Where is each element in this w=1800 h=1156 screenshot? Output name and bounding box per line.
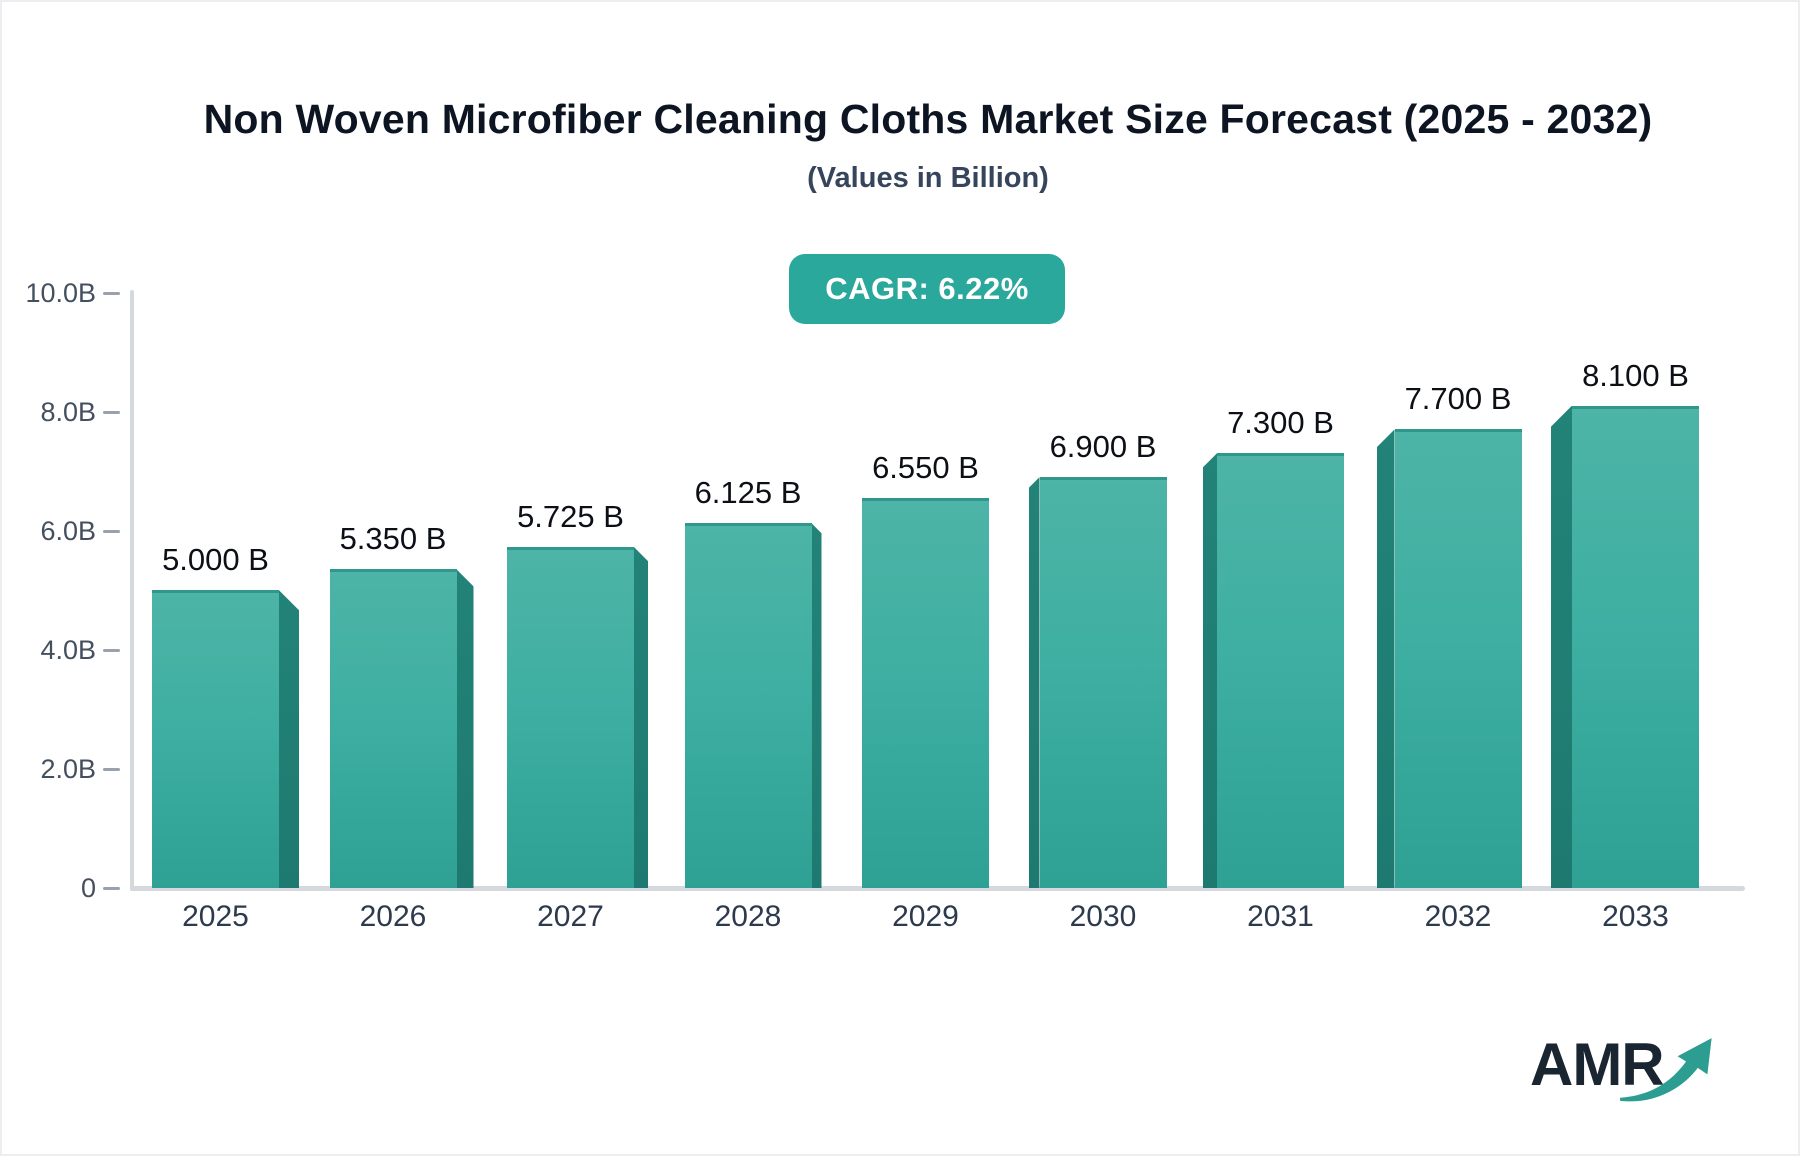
y-tick-dash xyxy=(103,887,120,890)
x-axis-label: 2025 xyxy=(182,900,249,933)
x-axis-label: 2030 xyxy=(1069,900,1137,933)
bar-value-label: 7.300 B xyxy=(1227,405,1334,441)
y-tick-label: 4.0B xyxy=(40,634,96,665)
bar xyxy=(1572,405,1699,888)
y-tick-dash xyxy=(103,529,120,533)
bar-side-face xyxy=(634,547,648,888)
bar-value-label: 6.125 B xyxy=(694,475,802,511)
bar-value-label: 6.900 B xyxy=(1049,429,1157,465)
bar-side-face xyxy=(279,590,299,888)
y-tick-dash xyxy=(103,648,120,652)
trend-up-arrow-icon xyxy=(1620,1038,1712,1102)
chart-title: Non Woven Microfiber Cleaning Cloths Mar… xyxy=(203,96,1653,142)
x-axis-label: 2032 xyxy=(1424,900,1492,933)
x-axis-label: 2029 xyxy=(892,900,959,933)
bar-value-label: 5.350 B xyxy=(339,521,447,557)
y-tick-label: 8.0B xyxy=(40,396,96,427)
x-axis-label: 2028 xyxy=(714,900,782,933)
y-tick-dash xyxy=(103,291,120,295)
amr-logo-text: AMR xyxy=(1530,1031,1665,1098)
amr-logo: AMR xyxy=(1530,1030,1730,1120)
bar xyxy=(329,569,457,888)
bar xyxy=(1394,429,1522,888)
x-axis-line xyxy=(130,886,1745,891)
y-axis-line xyxy=(130,290,134,891)
cagr-badge-label: CAGR: 6.22% xyxy=(825,271,1029,306)
bar xyxy=(507,547,634,888)
x-axis-label: 2026 xyxy=(359,900,427,933)
bar-side-face xyxy=(1376,429,1395,888)
y-tick-label: 2.0B xyxy=(40,753,96,784)
x-axis-label: 2033 xyxy=(1602,900,1669,933)
bar-side-face xyxy=(456,569,474,888)
bar-side-face xyxy=(811,523,822,888)
y-tick-dash xyxy=(103,767,120,771)
y-tick-label: 6.0B xyxy=(40,515,96,546)
bar xyxy=(1039,477,1167,888)
bar xyxy=(1217,453,1344,888)
y-tick-label: 0 xyxy=(80,873,96,903)
bar-side-face xyxy=(1203,453,1217,888)
bar xyxy=(684,523,812,888)
x-axis-label: 2031 xyxy=(1247,900,1314,933)
bar-value-label: 6.550 B xyxy=(872,449,979,485)
bar xyxy=(862,497,989,888)
bar xyxy=(152,590,279,888)
bar-value-label: 8.100 B xyxy=(1582,357,1689,393)
x-axis-label: 2027 xyxy=(537,900,604,933)
bar-side-face xyxy=(1028,477,1040,888)
bar-side-face xyxy=(1551,405,1572,888)
y-tick-dash xyxy=(103,410,120,414)
cagr-badge: CAGR: 6.22% xyxy=(789,254,1065,324)
chart-subtitle: (Values in Billion) xyxy=(807,162,1049,194)
bar-value-label: 5.725 B xyxy=(517,499,624,535)
bar-value-label: 7.700 B xyxy=(1404,381,1512,417)
bar-value-label: 5.000 B xyxy=(162,542,269,578)
y-tick-label: 10.0B xyxy=(25,277,96,308)
